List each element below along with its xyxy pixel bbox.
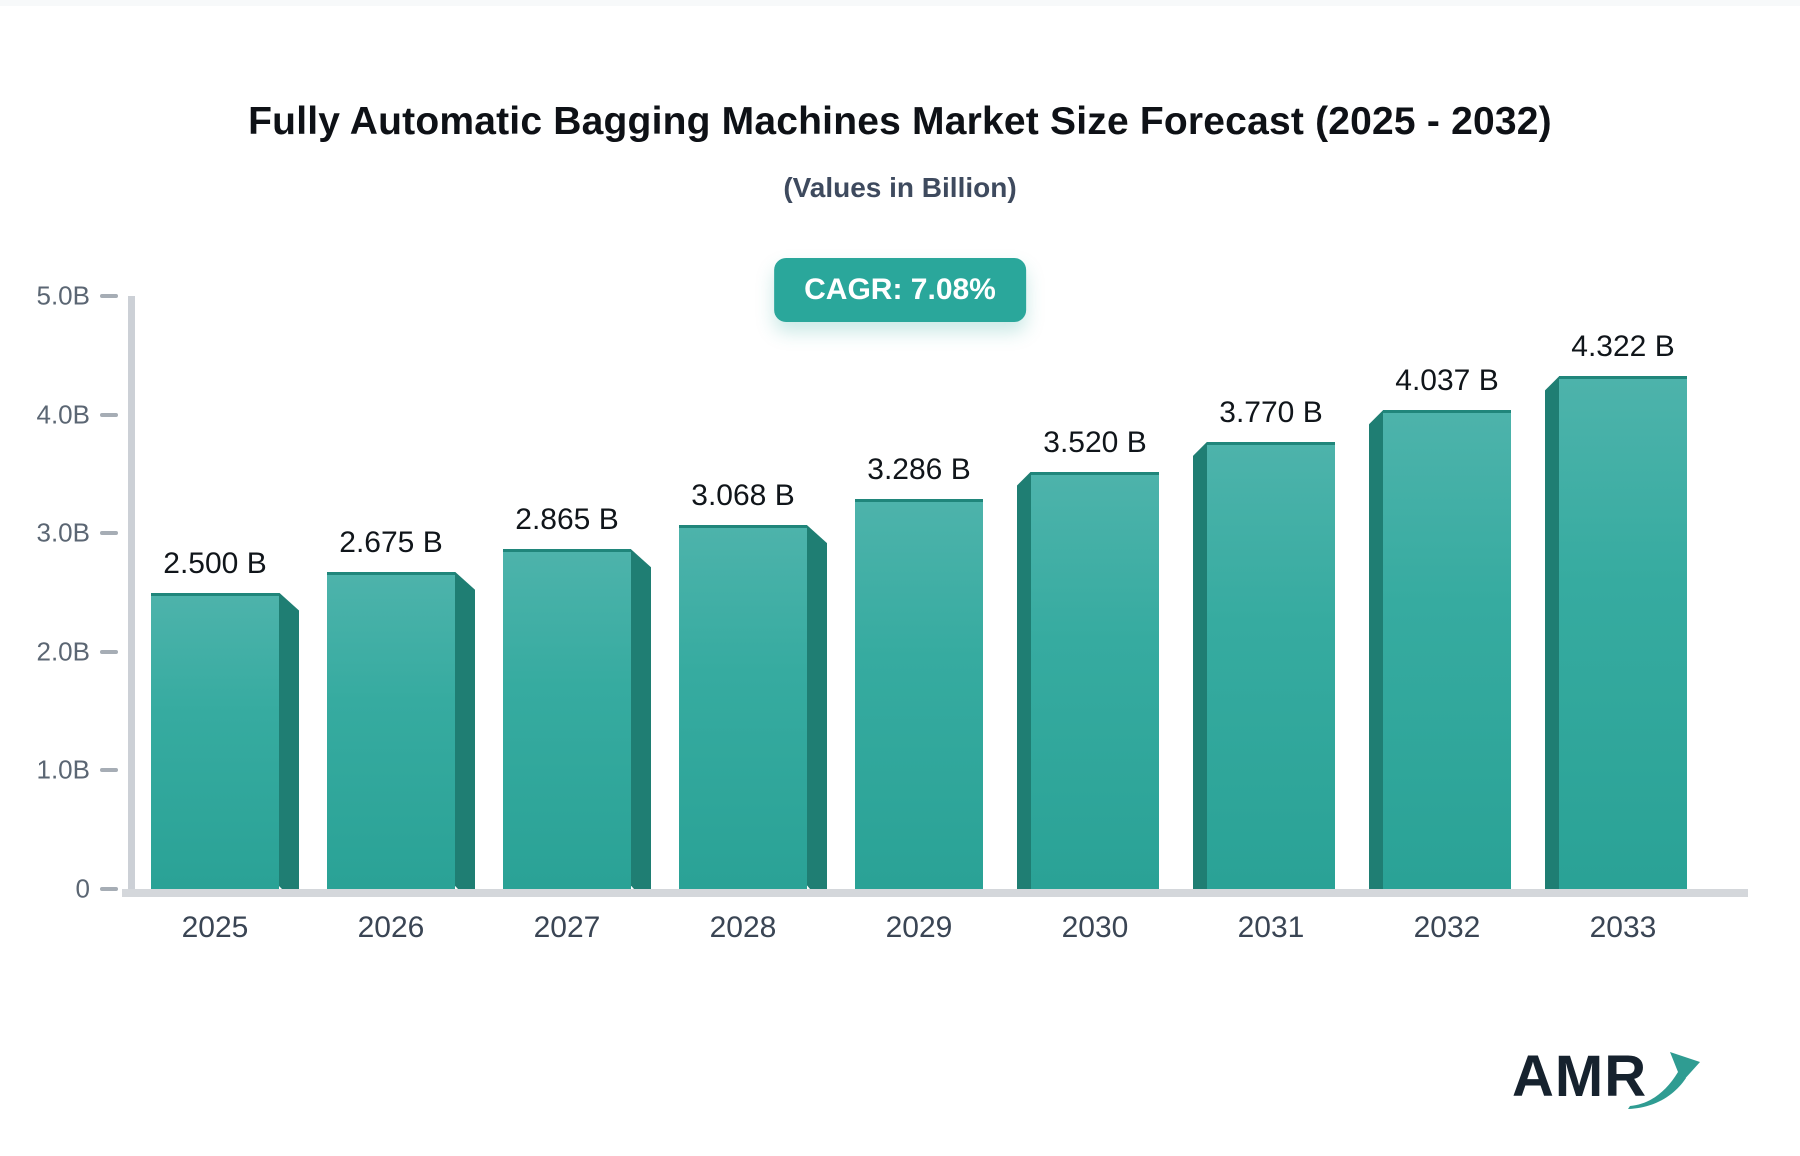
x-tick-label-2027: 2027 bbox=[533, 911, 601, 944]
plot-area: 0 1.0B 2.0B 3.0B 4.0B 5.0B 2.500 B 2.675 B 2.865… bbox=[0, 281, 1800, 904]
bar-2029 bbox=[855, 499, 983, 889]
x-tick-label-2026: 2026 bbox=[357, 911, 425, 944]
y-tick-label: 3.0B bbox=[36, 517, 91, 548]
y-tick-dash bbox=[100, 294, 118, 298]
x-tick-label-2033: 2033 bbox=[1589, 911, 1657, 944]
bar-value-label-2026: 2.675 B bbox=[339, 525, 443, 559]
bar-side-panel-2025 bbox=[279, 592, 299, 889]
bar-2028 bbox=[679, 525, 807, 889]
amr-logo-arrow-icon bbox=[1628, 1052, 1700, 1109]
bar-value-label-2025: 2.500 B bbox=[163, 546, 267, 580]
bar-value-label-2029: 3.286 B bbox=[867, 453, 971, 487]
chart-subtitle: (Values in Billion) bbox=[783, 172, 1017, 203]
x-tick-label-2030: 2030 bbox=[1061, 911, 1129, 944]
bar-2033 bbox=[1559, 376, 1687, 889]
bar-side-panel-2028 bbox=[807, 525, 827, 889]
x-tick-label-2028: 2028 bbox=[709, 911, 777, 944]
x-tick-label-2025: 2025 bbox=[181, 911, 249, 944]
bar-value-label-2027: 2.865 B bbox=[515, 503, 619, 537]
x-tick-label-2031: 2031 bbox=[1237, 911, 1305, 944]
y-tick-dash bbox=[100, 768, 118, 773]
y-axis-line bbox=[128, 296, 135, 897]
bar-side-panel-2031 bbox=[1193, 441, 1207, 889]
amr-logo-text: AMR bbox=[1512, 1044, 1647, 1109]
y-tick-label: 5.0B bbox=[36, 280, 91, 311]
bar-value-label-2031: 3.770 B bbox=[1219, 395, 1323, 429]
bar-value-label-2028: 3.068 B bbox=[691, 479, 795, 513]
bar-side-panel-2032 bbox=[1369, 410, 1383, 889]
bar-value-label-2033: 4.322 B bbox=[1571, 330, 1675, 364]
bar-2030 bbox=[1031, 471, 1159, 889]
y-tick-label: 0 bbox=[75, 873, 90, 904]
y-tick-dash bbox=[100, 531, 118, 536]
y-tick-dash bbox=[100, 887, 118, 891]
x-axis-labels: 2025 2026 2027 2028 2029 2030 2031 2032 2033 bbox=[0, 911, 1800, 951]
bar-side-panel-2027 bbox=[631, 549, 651, 889]
bar-side-panel-2026 bbox=[455, 571, 475, 889]
x-axis-line bbox=[122, 889, 1748, 897]
chart-title: Fully Automatic Bagging Machines Market … bbox=[248, 100, 1552, 143]
bar-value-label-2030: 3.520 B bbox=[1043, 425, 1147, 459]
x-tick-label-2029: 2029 bbox=[885, 911, 953, 944]
bar-2025 bbox=[151, 592, 279, 889]
y-tick-dash bbox=[100, 412, 118, 417]
y-tick-label: 1.0B bbox=[36, 754, 91, 785]
bar-side-panel-2030 bbox=[1017, 471, 1031, 889]
y-tick-dash bbox=[100, 649, 118, 654]
bar-side-panel-2033 bbox=[1545, 376, 1559, 889]
y-tick-label: 4.0B bbox=[36, 399, 91, 430]
amr-logo: AMR bbox=[1512, 1044, 1700, 1109]
bar-2032 bbox=[1383, 410, 1511, 889]
bar-value-label-2032: 4.037 B bbox=[1395, 364, 1499, 398]
x-tick-label-2032: 2032 bbox=[1413, 911, 1481, 944]
bar-2026 bbox=[327, 571, 455, 889]
bar-2031 bbox=[1207, 441, 1335, 889]
y-tick-label: 2.0B bbox=[36, 636, 91, 667]
bar-2027 bbox=[503, 549, 631, 889]
cagr-badge: CAGR: 7.08% bbox=[774, 258, 1026, 322]
